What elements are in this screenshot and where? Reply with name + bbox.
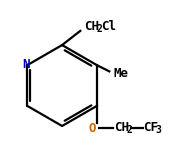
Text: 2: 2 [97,25,103,34]
Text: N: N [22,58,30,71]
Text: CH: CH [114,121,129,133]
Text: 3: 3 [155,125,161,135]
Text: 2: 2 [126,125,132,135]
Text: CH: CH [84,20,99,33]
Text: Cl: Cl [101,20,116,33]
Text: O: O [89,122,96,134]
Text: Me: Me [113,67,128,80]
Text: CF: CF [143,121,158,133]
